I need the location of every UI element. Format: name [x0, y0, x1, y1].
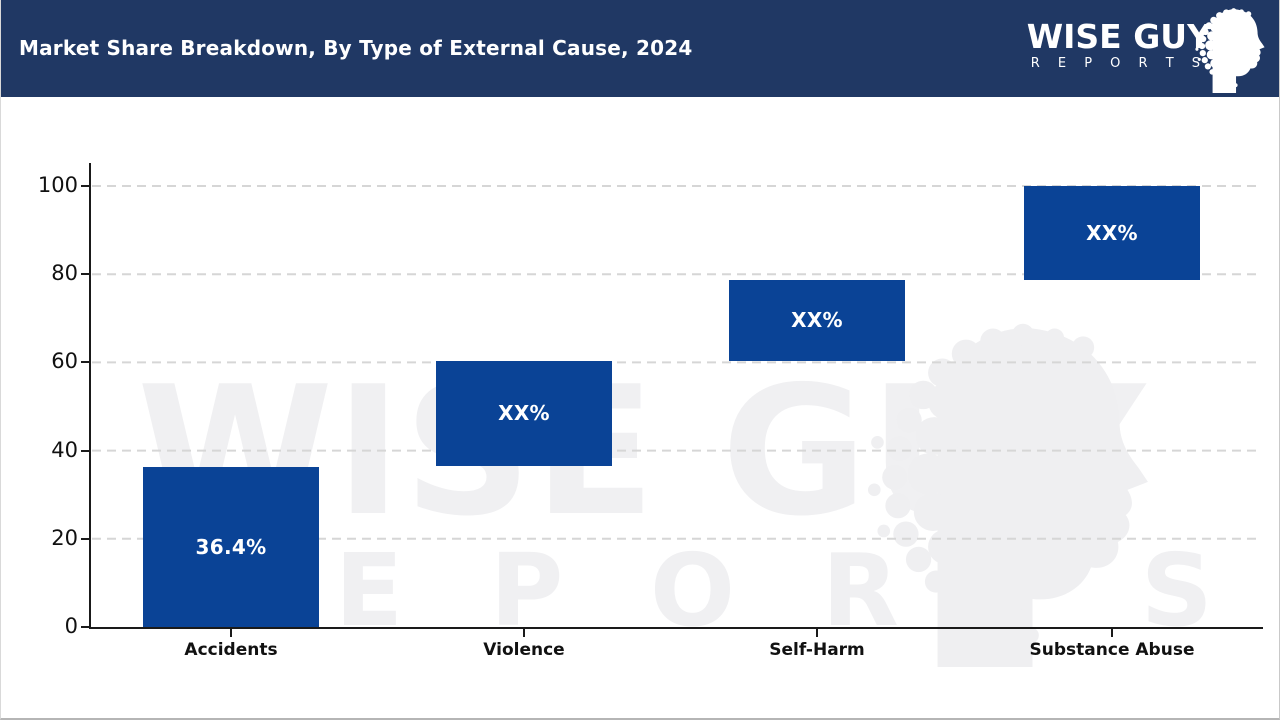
page-title: Market Share Breakdown, By Type of Exter… — [19, 36, 693, 60]
bar-substance-abuse: XX% — [1024, 186, 1200, 280]
wise-guy-logo: WISE GUY R E P O R T S — [1023, 2, 1273, 95]
y-tick-label: 20 — [51, 525, 78, 550]
logo-wordmark: WISE GUY R E P O R T S — [1027, 20, 1211, 71]
y-tick-mark — [81, 537, 89, 540]
y-tick-label: 80 — [51, 261, 78, 286]
y-axis-line — [89, 163, 91, 629]
x-category-label: Substance Abuse — [1029, 640, 1195, 660]
x-tick-mark — [1111, 629, 1113, 637]
y-tick-mark — [81, 449, 89, 452]
x-category-label: Violence — [483, 640, 565, 660]
x-category-label: Accidents — [184, 640, 278, 660]
y-tick-mark — [81, 185, 89, 187]
y-tick-mark — [81, 361, 89, 364]
bar-value-label: XX% — [1086, 220, 1138, 245]
x-tick-mark — [816, 629, 818, 637]
header-bar: Market Share Breakdown, By Type of Exter… — [1, 0, 1279, 97]
bar-value-label: 36.4% — [195, 534, 267, 559]
bar-value-label: XX% — [498, 401, 550, 426]
bar-violence: XX% — [436, 360, 612, 467]
logo-wordmark-line2: R E P O R T S — [1030, 56, 1208, 71]
y-tick-label: 40 — [51, 437, 78, 462]
y-tick-mark — [81, 626, 89, 628]
bar-self-harm: XX% — [729, 279, 905, 361]
y-tick-label: 0 — [64, 614, 78, 638]
x-tick-mark — [230, 629, 232, 637]
logo-wordmark-line1: WISE GUY — [1026, 17, 1211, 56]
x-tick-mark — [523, 629, 525, 637]
y-tick-label: 60 — [51, 349, 78, 374]
watermark-head-icon — [867, 323, 1148, 667]
x-axis-line — [89, 627, 1263, 629]
bar-accidents: 36.4% — [143, 466, 319, 627]
bar-value-label: XX% — [791, 308, 843, 333]
y-tick-mark — [81, 273, 89, 276]
y-tick-label: 100 — [37, 173, 78, 197]
x-category-label: Self-Harm — [769, 640, 865, 660]
